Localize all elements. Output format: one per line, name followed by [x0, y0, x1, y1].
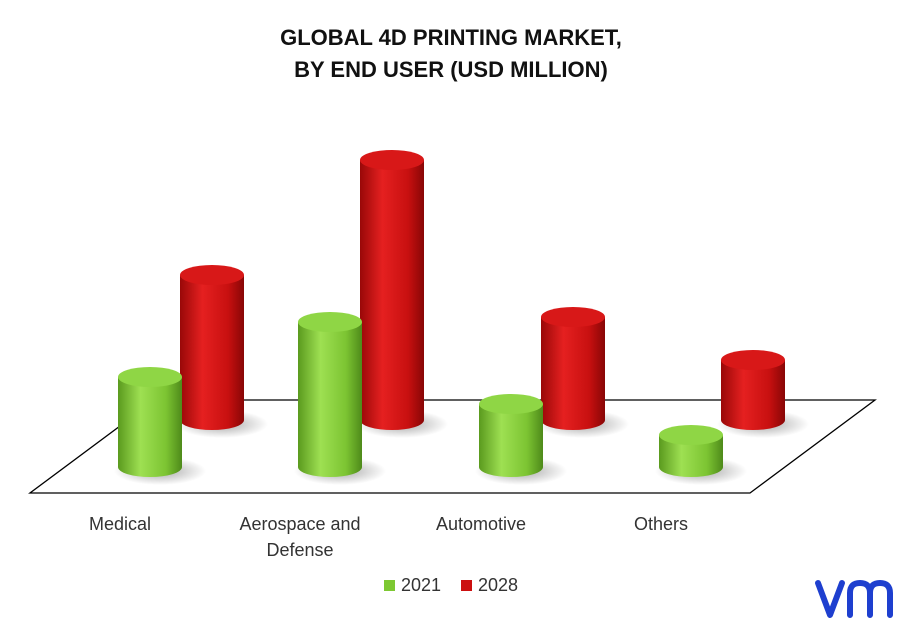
legend-swatch-2021 [383, 580, 395, 591]
legend-label-2021: 2021 [400, 575, 441, 595]
vmr-logo [815, 580, 893, 618]
legend-item-2028: 2028 [461, 575, 518, 596]
bar-2028-others [717, 350, 809, 438]
bar-2021-medical [114, 367, 206, 485]
legend-label-2028: 2028 [478, 575, 519, 595]
legend-item-2021: 2021 [383, 575, 441, 596]
bar-2028-medical [176, 265, 268, 438]
category-label-medical: Medical [88, 514, 152, 534]
bar-2021-aerospace-and-defense [294, 312, 386, 485]
legend-swatch-2028 [461, 580, 472, 591]
category-label-others: Others [633, 514, 689, 534]
chart-title: GLOBAL 4D PRINTING MARKET, BY END USER (… [0, 22, 902, 86]
chart-title-line-1: GLOBAL 4D PRINTING MARKET, [280, 25, 622, 50]
bar-2028-aerospace-and-defense [356, 150, 448, 438]
category-label-aerospace-and-defense: Aerospace and Defense [239, 514, 361, 560]
bar-2021-automotive [475, 394, 567, 485]
chart-title-line-2: BY END USER (USD MILLION) [294, 57, 608, 82]
chart-legend: 2021 2028 [0, 575, 902, 596]
category-label-automotive: Automotive [435, 514, 527, 534]
bar-2028-automotive [537, 307, 629, 438]
bar-2021-others [655, 425, 747, 485]
